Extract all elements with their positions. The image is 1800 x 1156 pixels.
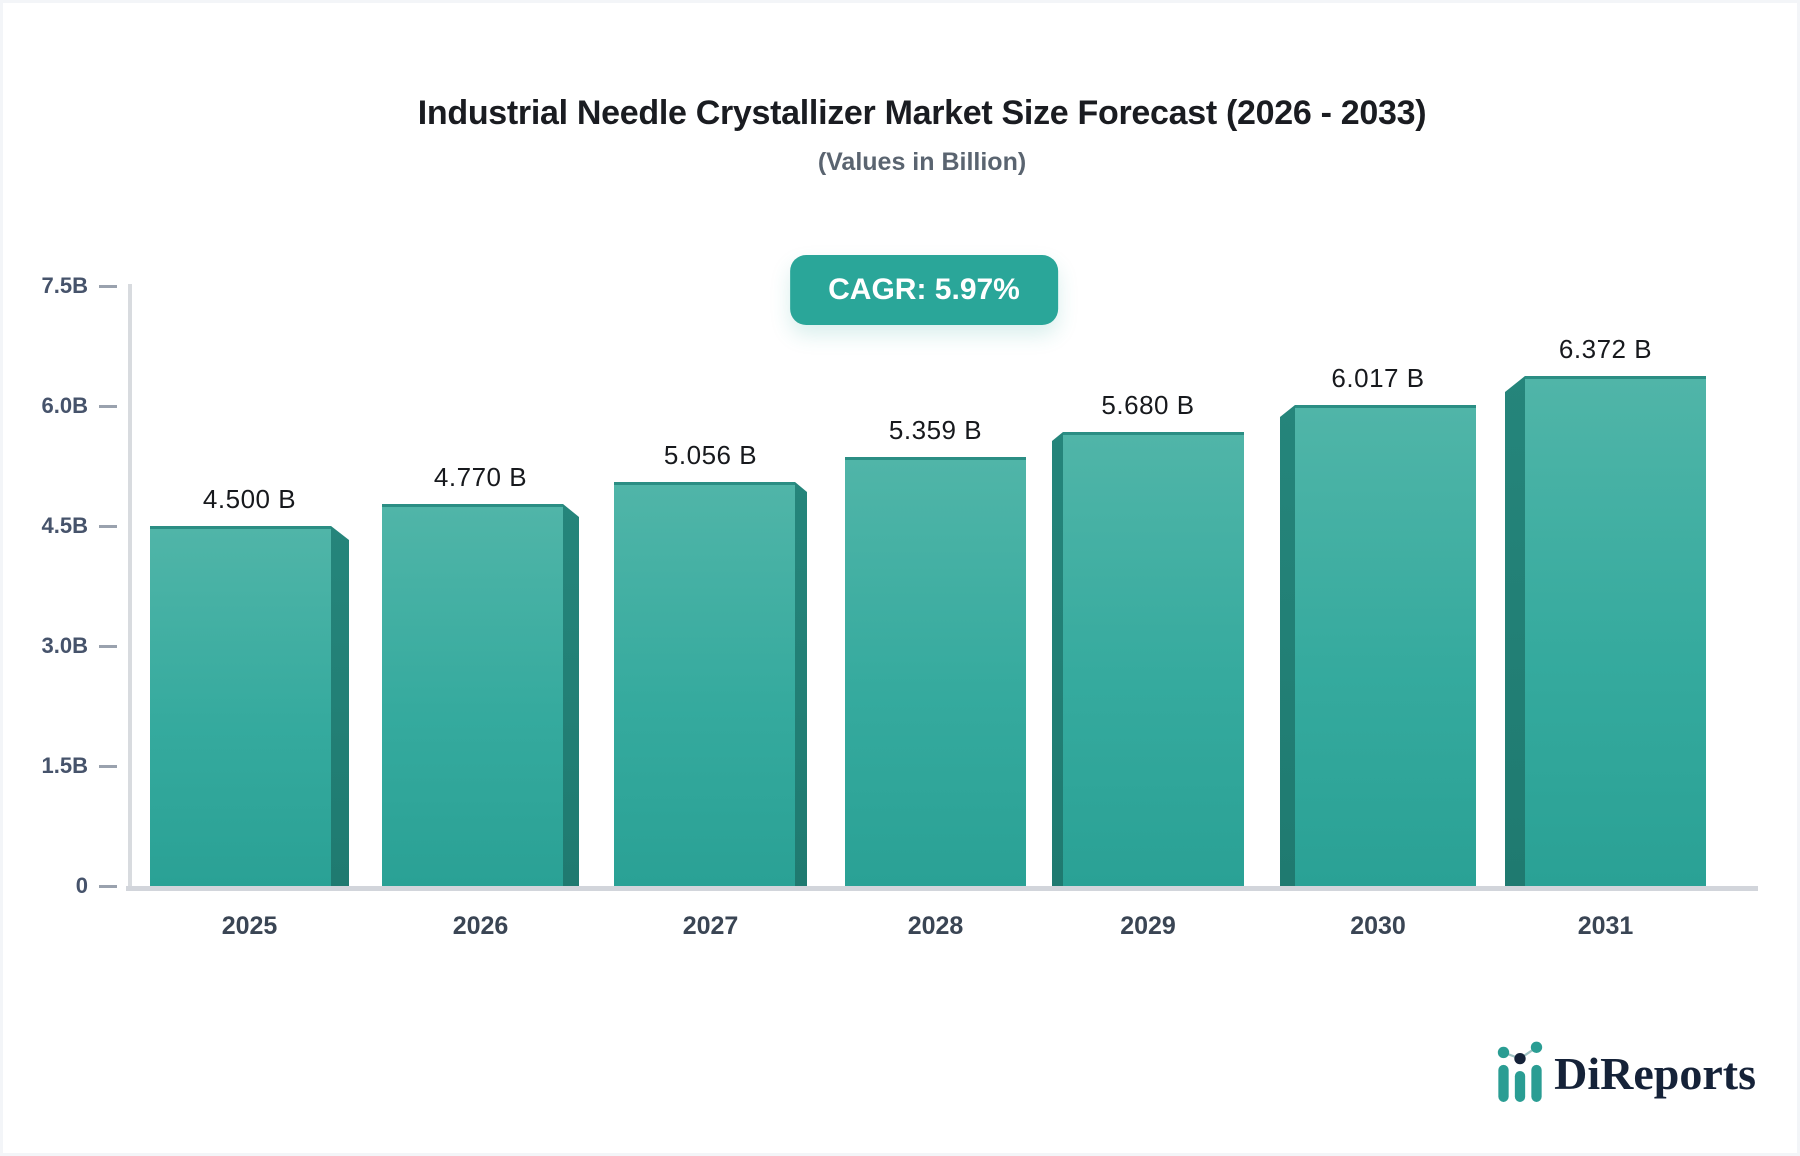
y-tick-label: 1.5B: [41, 753, 88, 778]
x-tick-label-2029: 2029: [1120, 912, 1176, 940]
bar-value-label: 6.372 B: [1558, 334, 1653, 364]
bar-face: [614, 482, 795, 886]
bar-face: [382, 504, 563, 886]
y-tick-dash: [99, 645, 117, 648]
x-tick-label-2027: 2027: [682, 912, 739, 940]
y-tick-dash: [99, 405, 117, 408]
bar-face: [150, 526, 331, 886]
y-tick-dash: [99, 765, 117, 768]
logo: DiReports: [1496, 1038, 1756, 1109]
bar-value-label: 4.770 B: [433, 462, 528, 492]
y-tick-label: 0: [75, 873, 88, 898]
bar-value-label: 6.017 B: [1331, 363, 1425, 393]
bar-value-label: 5.056 B: [663, 440, 758, 470]
x-tick-label-2026: 2026: [452, 912, 509, 940]
y-tick-label: 4.5B: [41, 513, 88, 538]
cagr-badge: CAGR: 5.97%: [790, 255, 1058, 325]
chart-subtitle: (Values in Billion): [817, 148, 1027, 176]
y-tick-dash: [99, 525, 117, 528]
bar-face: [1525, 376, 1706, 886]
bar-value-label: 5.359 B: [888, 415, 983, 445]
y-tick-label: 3.0B: [41, 633, 88, 658]
chart-title: Industrial Needle Crystallizer Market Si…: [417, 94, 1427, 132]
x-tick-label-2031: 2031: [1577, 912, 1634, 940]
bar-side-panel: [795, 482, 807, 886]
bar-side-panel: [1505, 376, 1525, 886]
bar-side-panel: [1052, 432, 1063, 886]
y-tick-dash: [99, 885, 117, 888]
y-tick-label: 6.0B: [41, 393, 88, 418]
bar-face: [1295, 405, 1476, 886]
y-tick-label: 7.5B: [41, 273, 88, 298]
logo-chart-icon: [1496, 1038, 1544, 1109]
bar-value-label: 5.680 B: [1101, 390, 1195, 420]
y-tick-dash: [99, 285, 117, 288]
bar-side-panel: [331, 526, 349, 886]
x-tick-label-2030: 2030: [1350, 912, 1406, 940]
bar-value-label: 4.500 B: [202, 484, 297, 514]
x-tick-label-2028: 2028: [907, 912, 964, 940]
bar-side-panel: [563, 504, 579, 886]
bar-face: [1063, 432, 1244, 886]
bar-face: [845, 457, 1026, 886]
bar-side-panel: [1280, 405, 1295, 886]
logo-text: DiReports: [1554, 1047, 1756, 1099]
y-axis-line: [128, 284, 132, 891]
x-tick-label-2025: 2025: [221, 912, 278, 940]
x-axis-baseline: [126, 886, 1758, 891]
